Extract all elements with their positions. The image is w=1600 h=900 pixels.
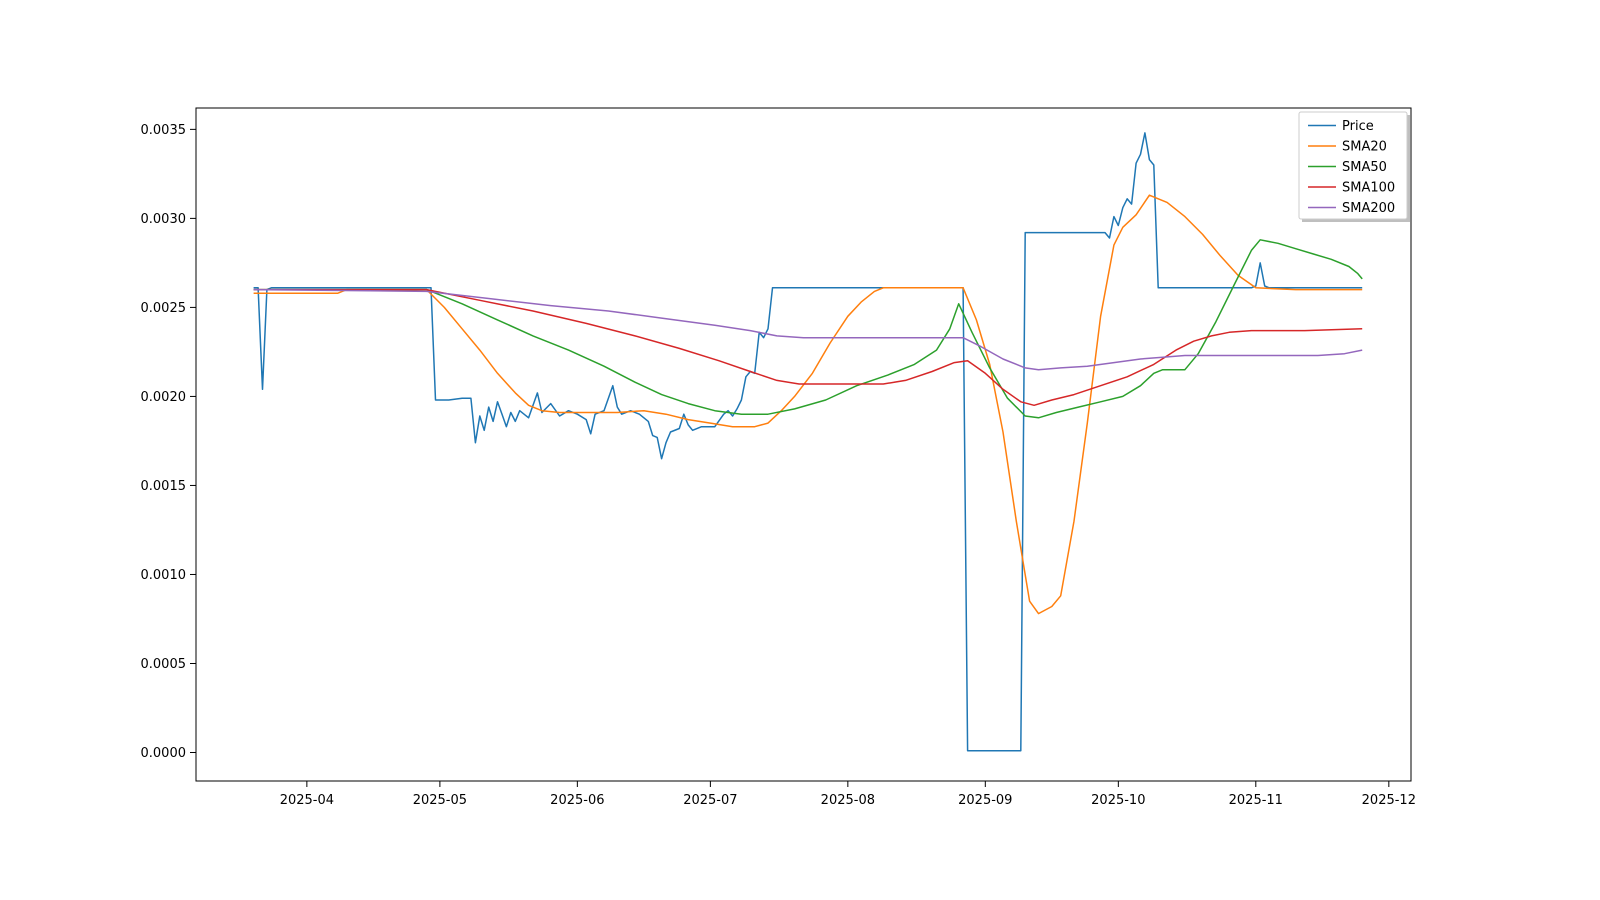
y-axis-tick-label: 0.0030	[141, 212, 187, 227]
x-axis-tick-label: 2025-06	[550, 793, 604, 808]
y-axis-tick-label: 0.0020	[141, 390, 187, 405]
x-axis-tick-label: 2025-09	[958, 793, 1012, 808]
series-line-sma100	[253, 288, 1363, 407]
x-axis-tick-label: 2025-10	[1091, 793, 1145, 808]
series-line-sma50	[253, 239, 1363, 419]
y-axis-tick-label: 0.0010	[141, 568, 187, 583]
legend-label-sma20: SMA20	[1342, 140, 1387, 155]
legend-label-sma50: SMA50	[1342, 160, 1387, 175]
x-axis-tick-label: 2025-04	[280, 793, 334, 808]
legend-label-sma200: SMA200	[1342, 201, 1395, 216]
y-axis-tick-label: 0.0000	[141, 746, 187, 761]
x-axis-tick-label: 2025-08	[821, 793, 875, 808]
legend-label-price: Price	[1342, 119, 1374, 134]
y-axis-tick-label: 0.0025	[141, 301, 187, 316]
legend-box	[1298, 111, 1408, 220]
legend-label-sma100: SMA100	[1342, 181, 1395, 196]
plot-frame	[195, 107, 1412, 782]
series-line-sma200	[253, 288, 1363, 371]
x-axis-tick-label: 2025-11	[1229, 793, 1283, 808]
x-axis-tick-label: 2025-07	[683, 793, 737, 808]
series-line-sma20	[253, 194, 1363, 615]
y-axis-tick-label: 0.0035	[141, 123, 187, 138]
y-axis-tick-label: 0.0015	[141, 479, 187, 494]
y-axis-tick-label: 0.0005	[141, 657, 187, 672]
x-axis-tick-label: 2025-05	[413, 793, 467, 808]
x-axis-tick-label: 2025-12	[1362, 793, 1416, 808]
series-line-price	[253, 132, 1363, 752]
